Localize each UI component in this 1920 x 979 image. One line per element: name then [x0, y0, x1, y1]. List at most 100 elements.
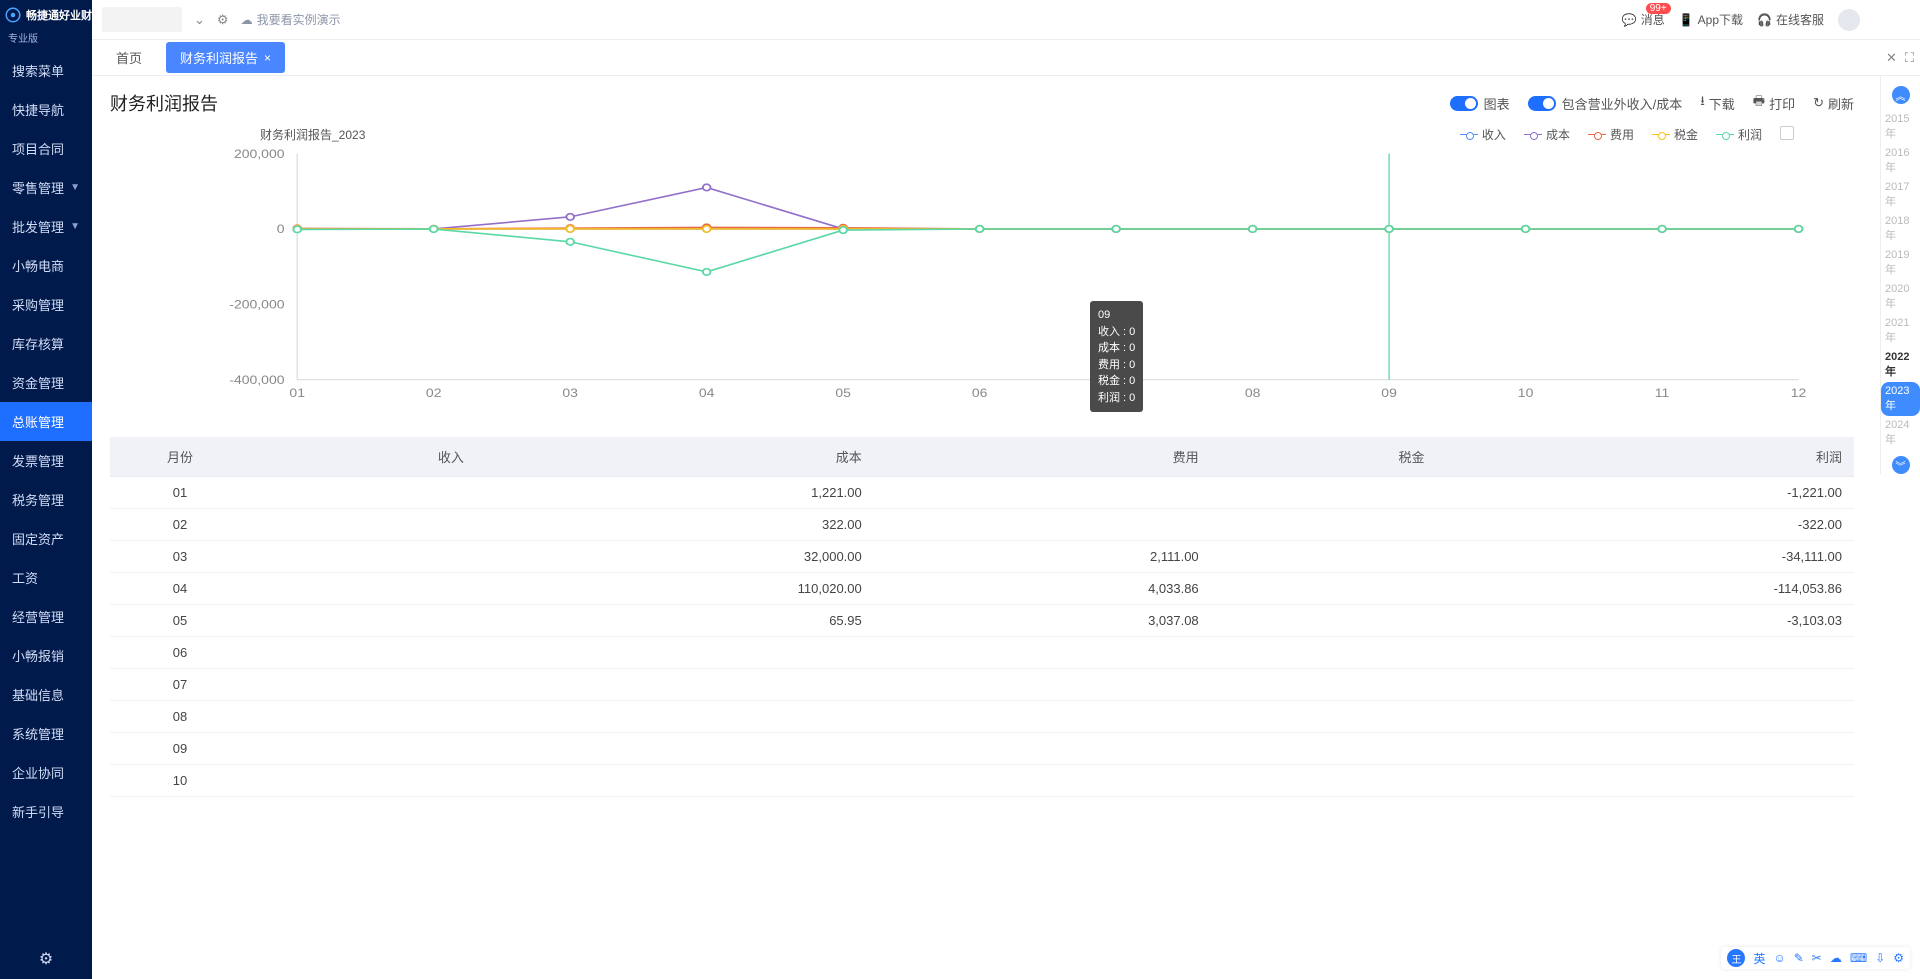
chevron-down-icon[interactable]: ⌄: [194, 12, 205, 28]
print-button[interactable]: 🖶打印: [1753, 92, 1795, 114]
year-item[interactable]: 2023年: [1881, 382, 1920, 416]
refresh-button[interactable]: ↻刷新: [1813, 94, 1854, 113]
sidebar-item[interactable]: 库存核算: [0, 324, 92, 363]
svg-text:02: 02: [426, 386, 442, 400]
phone-icon: 📱: [1679, 13, 1694, 27]
sidebar-item[interactable]: 零售管理▼: [0, 168, 92, 207]
legend-item[interactable]: 费用: [1588, 126, 1634, 143]
sidebar-item[interactable]: 批发管理▼: [0, 207, 92, 246]
ime-cloud-icon[interactable]: ☁: [1830, 951, 1842, 965]
username: [1874, 11, 1910, 28]
year-item[interactable]: 2019年: [1881, 246, 1920, 280]
download-button[interactable]: ⭳下载: [1700, 92, 1735, 114]
year-item[interactable]: 2018年: [1881, 212, 1920, 246]
sidebar-item[interactable]: 资金管理: [0, 363, 92, 402]
svg-text:0: 0: [277, 222, 285, 236]
sidebar-item[interactable]: 小畅电商: [0, 246, 92, 285]
ime-cut-icon[interactable]: ✂: [1812, 951, 1822, 965]
year-item[interactable]: 2020年: [1881, 280, 1920, 314]
sidebar-item[interactable]: 新手引导: [0, 792, 92, 831]
sidebar-item[interactable]: 总账管理: [0, 402, 92, 441]
year-down-icon[interactable]: ︾: [1892, 456, 1910, 474]
table-row: 08: [110, 701, 1854, 733]
message-icon: 💬: [1622, 13, 1637, 27]
year-item[interactable]: 2022年: [1881, 348, 1920, 382]
sidebar-item[interactable]: 系统管理: [0, 714, 92, 753]
chart-area: 财务利润报告_2023 收入成本费用税金利润 200,0000-200,000-…: [110, 126, 1854, 427]
toggle-extra[interactable]: 包含营业外收入/成本: [1528, 94, 1683, 113]
ime-settings-icon[interactable]: ⚙: [1893, 951, 1904, 965]
year-item[interactable]: 2016年: [1881, 144, 1920, 178]
legend-item[interactable]: 成本: [1524, 126, 1570, 143]
sidebar-item[interactable]: 采购管理: [0, 285, 92, 324]
column-header: 收入: [250, 437, 476, 477]
chart-title: 财务利润报告_2023: [260, 126, 365, 143]
svg-text:10: 10: [1518, 386, 1534, 400]
sidebar-item[interactable]: 企业协同: [0, 753, 92, 792]
data-table: 月份收入成本费用税金利润 011,221.00-1,221.0002322.00…: [110, 437, 1854, 797]
svg-text:09: 09: [1381, 386, 1397, 400]
sidebar-item[interactable]: 搜索菜单: [0, 51, 92, 90]
year-rail: ︽ 2015年2016年2017年2018年2019年2020年2021年202…: [1880, 76, 1920, 474]
svg-text:200,000: 200,000: [234, 147, 285, 161]
ime-smile-icon[interactable]: ☺: [1773, 951, 1785, 965]
table-row: 04110,020.004,033.86-114,053.86: [110, 573, 1854, 605]
ime-keyboard-icon[interactable]: ⌨: [1850, 951, 1867, 965]
switch-icon[interactable]: [1528, 96, 1556, 111]
service-button[interactable]: 🎧 在线客服: [1757, 11, 1824, 28]
sidebar-item[interactable]: 小畅报销: [0, 636, 92, 675]
ime-bar: 王 英 ☺ ✎ ✂ ☁ ⌨ ⇩ ⚙: [1721, 947, 1910, 969]
caret-icon: ▼: [70, 182, 80, 193]
svg-text:-400,000: -400,000: [229, 373, 284, 387]
svg-text:03: 03: [562, 386, 578, 400]
gear-icon[interactable]: ⚙: [217, 12, 229, 28]
tab-close-all-icon[interactable]: ✕: [1886, 50, 1897, 66]
org-selector[interactable]: [102, 7, 182, 32]
svg-text:08: 08: [1245, 386, 1261, 400]
column-header: 费用: [874, 437, 1211, 477]
switch-icon[interactable]: [1450, 96, 1478, 111]
sidebar-item[interactable]: 工资: [0, 558, 92, 597]
year-item[interactable]: 2015年: [1881, 110, 1920, 144]
brand-logo: 畅捷通好业财: [0, 0, 92, 30]
message-button[interactable]: 💬 消息 99+: [1622, 11, 1665, 28]
legend-item[interactable]: 收入: [1460, 126, 1506, 143]
year-item[interactable]: 2017年: [1881, 178, 1920, 212]
ime-brand-icon[interactable]: 王: [1727, 949, 1745, 967]
ime-lang[interactable]: 英: [1753, 950, 1765, 967]
svg-text:11: 11: [1655, 386, 1670, 400]
sidebar-item[interactable]: 发票管理: [0, 441, 92, 480]
download-icon: ⭳: [1700, 92, 1705, 114]
table-row: 0565.953,037.08-3,103.03: [110, 605, 1854, 637]
sidebar-item[interactable]: 经营管理: [0, 597, 92, 636]
sidebar-item[interactable]: 项目合同: [0, 129, 92, 168]
line-chart: 200,0000-200,000-400,0000102030405060708…: [170, 132, 1824, 412]
fullscreen-icon[interactable]: ⛶: [1905, 50, 1914, 66]
sidebar-item[interactable]: 基础信息: [0, 675, 92, 714]
sidebar-item[interactable]: 固定资产: [0, 519, 92, 558]
tab-home[interactable]: 首页: [102, 42, 156, 73]
demo-link[interactable]: ☁ 我要看实例演示: [241, 11, 341, 28]
sidebar-item[interactable]: 税务管理: [0, 480, 92, 519]
settings-icon[interactable]: ⚙: [39, 951, 53, 968]
ime-pin-icon[interactable]: ⇩: [1875, 951, 1885, 965]
chart-save-icon[interactable]: [1780, 126, 1794, 140]
year-item[interactable]: 2021年: [1881, 314, 1920, 348]
close-icon[interactable]: ×: [264, 51, 271, 65]
sidebar-item[interactable]: 快捷导航: [0, 90, 92, 129]
chart-tooltip: 09 收入 : 0成本 : 0费用 : 0税金 : 0利润 : 0: [1090, 301, 1143, 412]
message-badge: 99+: [1646, 3, 1671, 14]
table-row: 02322.00-322.00: [110, 509, 1854, 541]
legend-item[interactable]: 利润: [1716, 126, 1762, 143]
toggle-chart[interactable]: 图表: [1450, 94, 1510, 113]
avatar[interactable]: [1838, 9, 1860, 31]
ime-edit-icon[interactable]: ✎: [1794, 951, 1804, 965]
legend-item[interactable]: 税金: [1652, 126, 1698, 143]
tab-report[interactable]: 财务利润报告 ×: [166, 42, 285, 73]
column-header: 税金: [1211, 437, 1437, 477]
year-up-icon[interactable]: ︽: [1892, 86, 1910, 104]
year-item[interactable]: 2024年: [1881, 416, 1920, 450]
svg-text:01: 01: [289, 386, 305, 400]
app-download-button[interactable]: 📱 App下载: [1679, 11, 1743, 28]
table-row: 0332,000.002,111.00-34,111.00: [110, 541, 1854, 573]
